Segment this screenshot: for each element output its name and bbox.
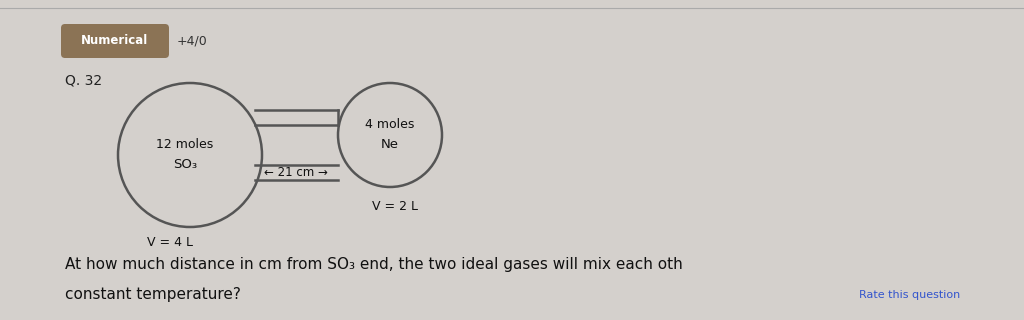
Text: Ne: Ne bbox=[381, 139, 399, 151]
Text: V = 2 L: V = 2 L bbox=[372, 199, 418, 212]
Text: ← 21 cm →: ← 21 cm → bbox=[264, 165, 328, 179]
Text: At how much distance in cm from SO₃ end, the two ideal gases will mix each oth: At how much distance in cm from SO₃ end,… bbox=[65, 258, 683, 273]
Text: V = 4 L: V = 4 L bbox=[147, 236, 193, 249]
FancyBboxPatch shape bbox=[61, 24, 169, 58]
Text: SO₃: SO₃ bbox=[173, 158, 197, 172]
Text: Q. 32: Q. 32 bbox=[65, 73, 102, 87]
Text: Numerical: Numerical bbox=[81, 35, 148, 47]
Bar bbox=[255, 165, 338, 180]
Text: 4 moles: 4 moles bbox=[366, 118, 415, 132]
Text: +4/0: +4/0 bbox=[177, 35, 208, 47]
Text: Rate this question: Rate this question bbox=[859, 290, 961, 300]
Bar bbox=[255, 110, 338, 125]
Text: 12 moles: 12 moles bbox=[157, 139, 214, 151]
Text: constant temperature?: constant temperature? bbox=[65, 287, 241, 302]
